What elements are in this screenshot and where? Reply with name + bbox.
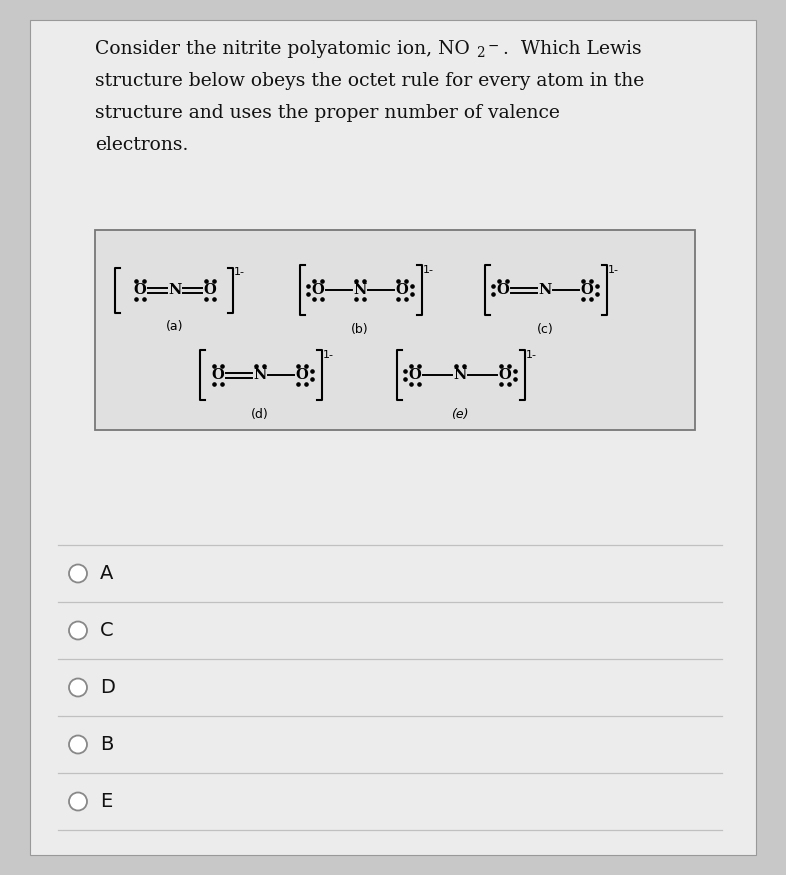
- Text: (e): (e): [451, 408, 468, 421]
- Text: 1-: 1-: [423, 265, 434, 275]
- Text: 1-: 1-: [526, 350, 537, 360]
- Text: O: O: [498, 368, 512, 382]
- FancyBboxPatch shape: [30, 20, 756, 855]
- Text: O: O: [296, 368, 308, 382]
- Text: N: N: [354, 283, 367, 297]
- Text: 1-: 1-: [323, 350, 334, 360]
- Text: 2: 2: [476, 46, 485, 60]
- Text: (a): (a): [167, 320, 184, 333]
- Text: electrons.: electrons.: [95, 136, 189, 154]
- Text: E: E: [100, 792, 112, 811]
- Text: O: O: [497, 283, 509, 297]
- Text: C: C: [100, 621, 114, 640]
- Text: −: −: [488, 39, 499, 53]
- Text: N: N: [168, 283, 182, 297]
- Text: N: N: [538, 283, 552, 297]
- Circle shape: [69, 621, 87, 640]
- Circle shape: [69, 564, 87, 583]
- Text: N: N: [253, 368, 266, 382]
- Text: O: O: [409, 368, 421, 382]
- Text: (d): (d): [251, 408, 269, 421]
- Text: O: O: [134, 283, 146, 297]
- FancyBboxPatch shape: [95, 230, 695, 430]
- Text: N: N: [454, 368, 467, 382]
- Text: D: D: [100, 678, 115, 697]
- Text: structure below obeys the octet rule for every atom in the: structure below obeys the octet rule for…: [95, 72, 645, 90]
- Text: Consider the nitrite polyatomic ion, NO: Consider the nitrite polyatomic ion, NO: [95, 40, 470, 58]
- Text: O: O: [311, 283, 325, 297]
- Text: (b): (b): [351, 323, 369, 336]
- Text: 1-: 1-: [608, 265, 619, 275]
- Text: structure and uses the proper number of valence: structure and uses the proper number of …: [95, 104, 560, 122]
- Text: O: O: [211, 368, 224, 382]
- Text: .  Which Lewis: . Which Lewis: [503, 40, 641, 58]
- Text: O: O: [395, 283, 409, 297]
- Circle shape: [69, 678, 87, 696]
- Text: O: O: [581, 283, 593, 297]
- Circle shape: [69, 736, 87, 753]
- Circle shape: [69, 793, 87, 810]
- Text: (c): (c): [537, 323, 553, 336]
- Text: O: O: [204, 283, 216, 297]
- Text: A: A: [100, 564, 113, 583]
- Text: 1-: 1-: [234, 267, 245, 277]
- Text: B: B: [100, 735, 113, 754]
